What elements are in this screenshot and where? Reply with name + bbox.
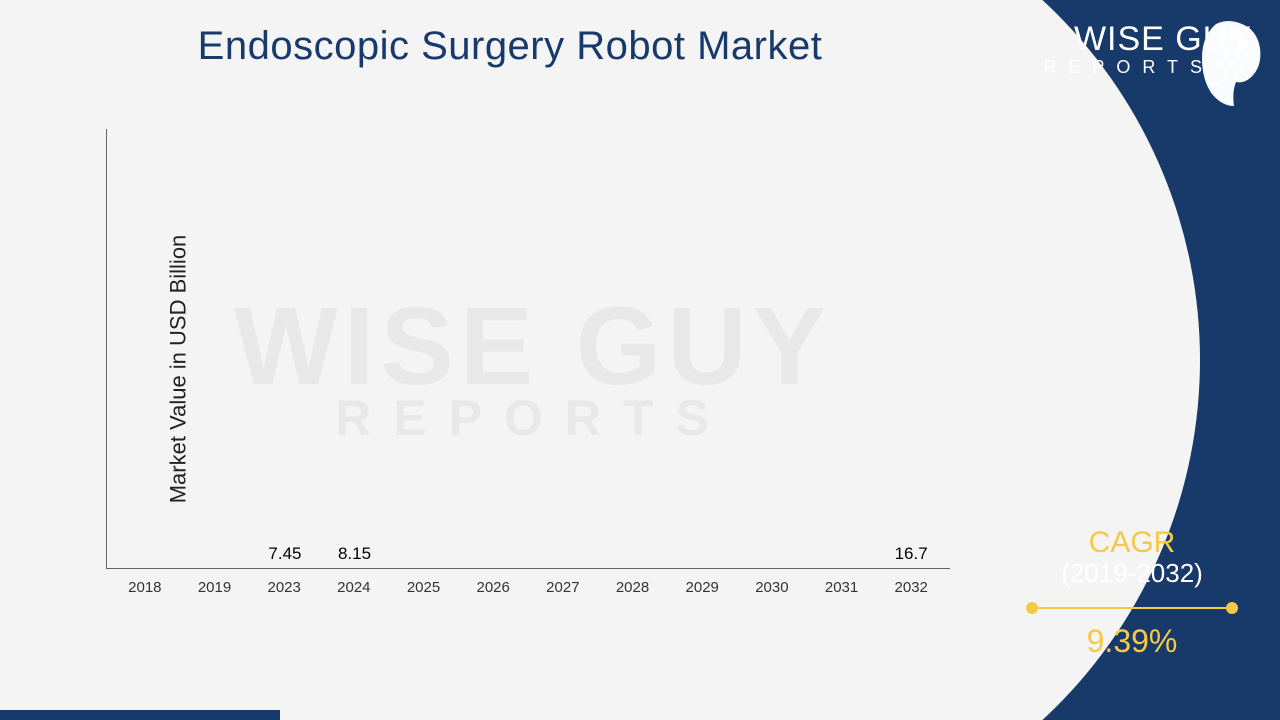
x-axis-labels: 2018 2019 2023 2024 2025 2026 2027 2028 2029 2030… <box>106 573 950 609</box>
x-tick-label: 2023 <box>255 573 313 609</box>
bar-slot: 7.45 <box>256 544 314 568</box>
bar-slot <box>395 544 453 568</box>
x-tick-label: 2028 <box>604 573 662 609</box>
cagr-block: CAGR (2019-2032) 9.39% <box>1012 526 1252 660</box>
x-tick-label: 2019 <box>186 573 244 609</box>
x-tick-label: 2032 <box>882 573 940 609</box>
x-tick-label: 2029 <box>673 573 731 609</box>
x-tick-label: 2030 <box>743 573 801 609</box>
cagr-divider <box>1032 607 1232 609</box>
brand-subtitle: REPORTS <box>982 57 1214 78</box>
bar-slot <box>465 544 523 568</box>
infographic-page: Endoscopic Surgery Robot Market Market V… <box>0 0 1280 720</box>
plot-region: 7.45 8.15 16.7 <box>106 129 950 569</box>
bar-slot <box>743 544 801 568</box>
bar-value-label: 16.7 <box>895 544 928 564</box>
x-tick-label: 2027 <box>534 573 592 609</box>
cagr-value: 9.39% <box>1012 623 1252 660</box>
bar-slot: 8.15 <box>326 544 384 568</box>
bar-slot <box>813 544 871 568</box>
x-tick-label: 2018 <box>116 573 174 609</box>
bar-value-label: 8.15 <box>338 544 371 564</box>
cagr-label: CAGR <box>1012 526 1252 560</box>
chart-title: Endoscopic Surgery Robot Market <box>60 24 960 69</box>
bar-slot <box>534 544 592 568</box>
x-tick-label: 2024 <box>325 573 383 609</box>
bar-slot: 16.7 <box>882 544 940 568</box>
brand-name: WISE GUY <box>982 20 1252 59</box>
bars-container: 7.45 8.15 16.7 <box>107 129 950 568</box>
bar-slot <box>187 544 245 568</box>
cagr-range: (2019-2032) <box>1012 558 1252 589</box>
footer-accent-bar <box>0 710 280 720</box>
bar-value-label: 7.45 <box>268 544 301 564</box>
brand-block: WISE GUY REPORTS <box>982 20 1252 78</box>
main-panel: Endoscopic Surgery Robot Market Market V… <box>0 0 960 720</box>
x-tick-label: 2025 <box>395 573 453 609</box>
x-tick-label: 2026 <box>464 573 522 609</box>
x-tick-label: 2031 <box>813 573 871 609</box>
bar-slot <box>117 544 175 568</box>
chart-area: Market Value in USD Billion WISE GUY REP… <box>60 129 960 609</box>
bar-slot <box>604 544 662 568</box>
bar-slot <box>674 544 732 568</box>
